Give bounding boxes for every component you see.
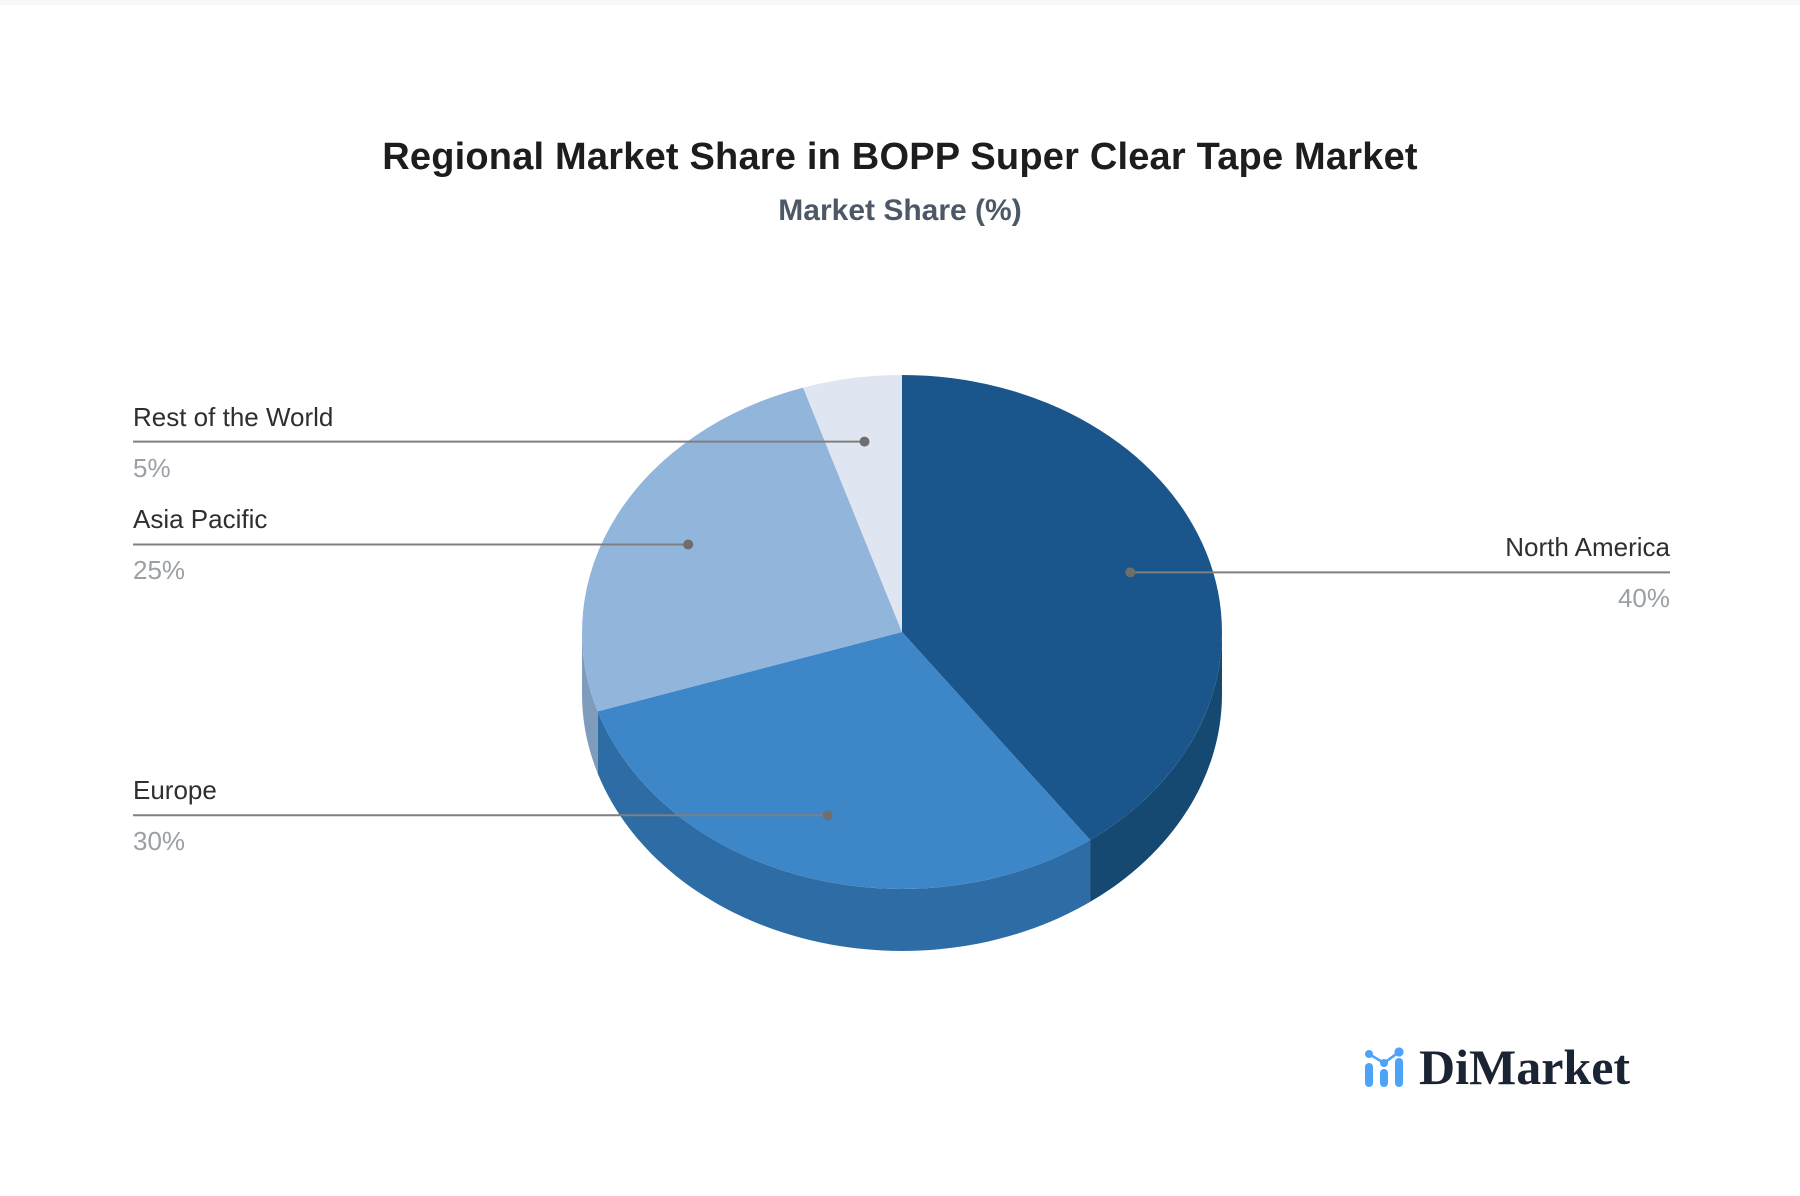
leader-dot	[1125, 567, 1136, 578]
chart-subtitle: Market Share (%)	[778, 194, 1022, 227]
leader-dot	[683, 539, 694, 550]
bar-line-chart-icon	[1365, 1047, 1404, 1087]
pie-slice-europe[interactable]	[597, 632, 1091, 889]
leader-dot	[822, 810, 833, 821]
pie-slice-north-america[interactable]	[902, 375, 1222, 840]
pie-slice-rest-of-the-world[interactable]	[803, 375, 902, 632]
chart-title: Regional Market Share in BOPP Super Clea…	[382, 136, 1418, 178]
slice-label-value: 30%	[133, 826, 186, 857]
slice-label-name: Europe	[133, 775, 217, 806]
leader-dot	[859, 436, 870, 447]
pie-slice-side	[582, 632, 598, 774]
top-border-strip	[0, 0, 1800, 5]
brand-logo: DiMarket	[1362, 1040, 1630, 1094]
slice-label-value: 5%	[133, 452, 171, 483]
pie-slice-asia-pacific[interactable]	[582, 387, 902, 712]
slice-label-name: Asia Pacific	[133, 504, 268, 535]
slice-label-value: 40%	[1617, 583, 1670, 614]
slice-label-value: 25%	[133, 555, 186, 586]
pie-slice-side	[1090, 632, 1222, 902]
brand-name: DiMarket	[1419, 1039, 1631, 1095]
slice-label-name: North America	[1505, 532, 1670, 563]
pie-slice-side	[597, 711, 1091, 951]
slice-label-name: Rest of the World	[133, 401, 334, 432]
